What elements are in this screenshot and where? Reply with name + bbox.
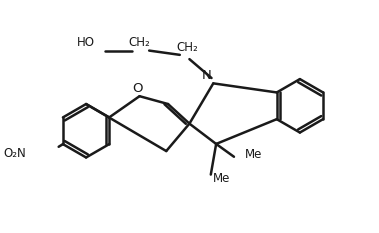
- Text: Me: Me: [245, 148, 262, 161]
- Text: HO: HO: [77, 36, 95, 49]
- Text: O: O: [133, 82, 143, 95]
- Text: N: N: [202, 69, 212, 82]
- Text: Me: Me: [213, 172, 230, 185]
- Text: CH₂: CH₂: [128, 36, 150, 49]
- Text: CH₂: CH₂: [177, 41, 199, 54]
- Text: O₂N: O₂N: [4, 147, 27, 160]
